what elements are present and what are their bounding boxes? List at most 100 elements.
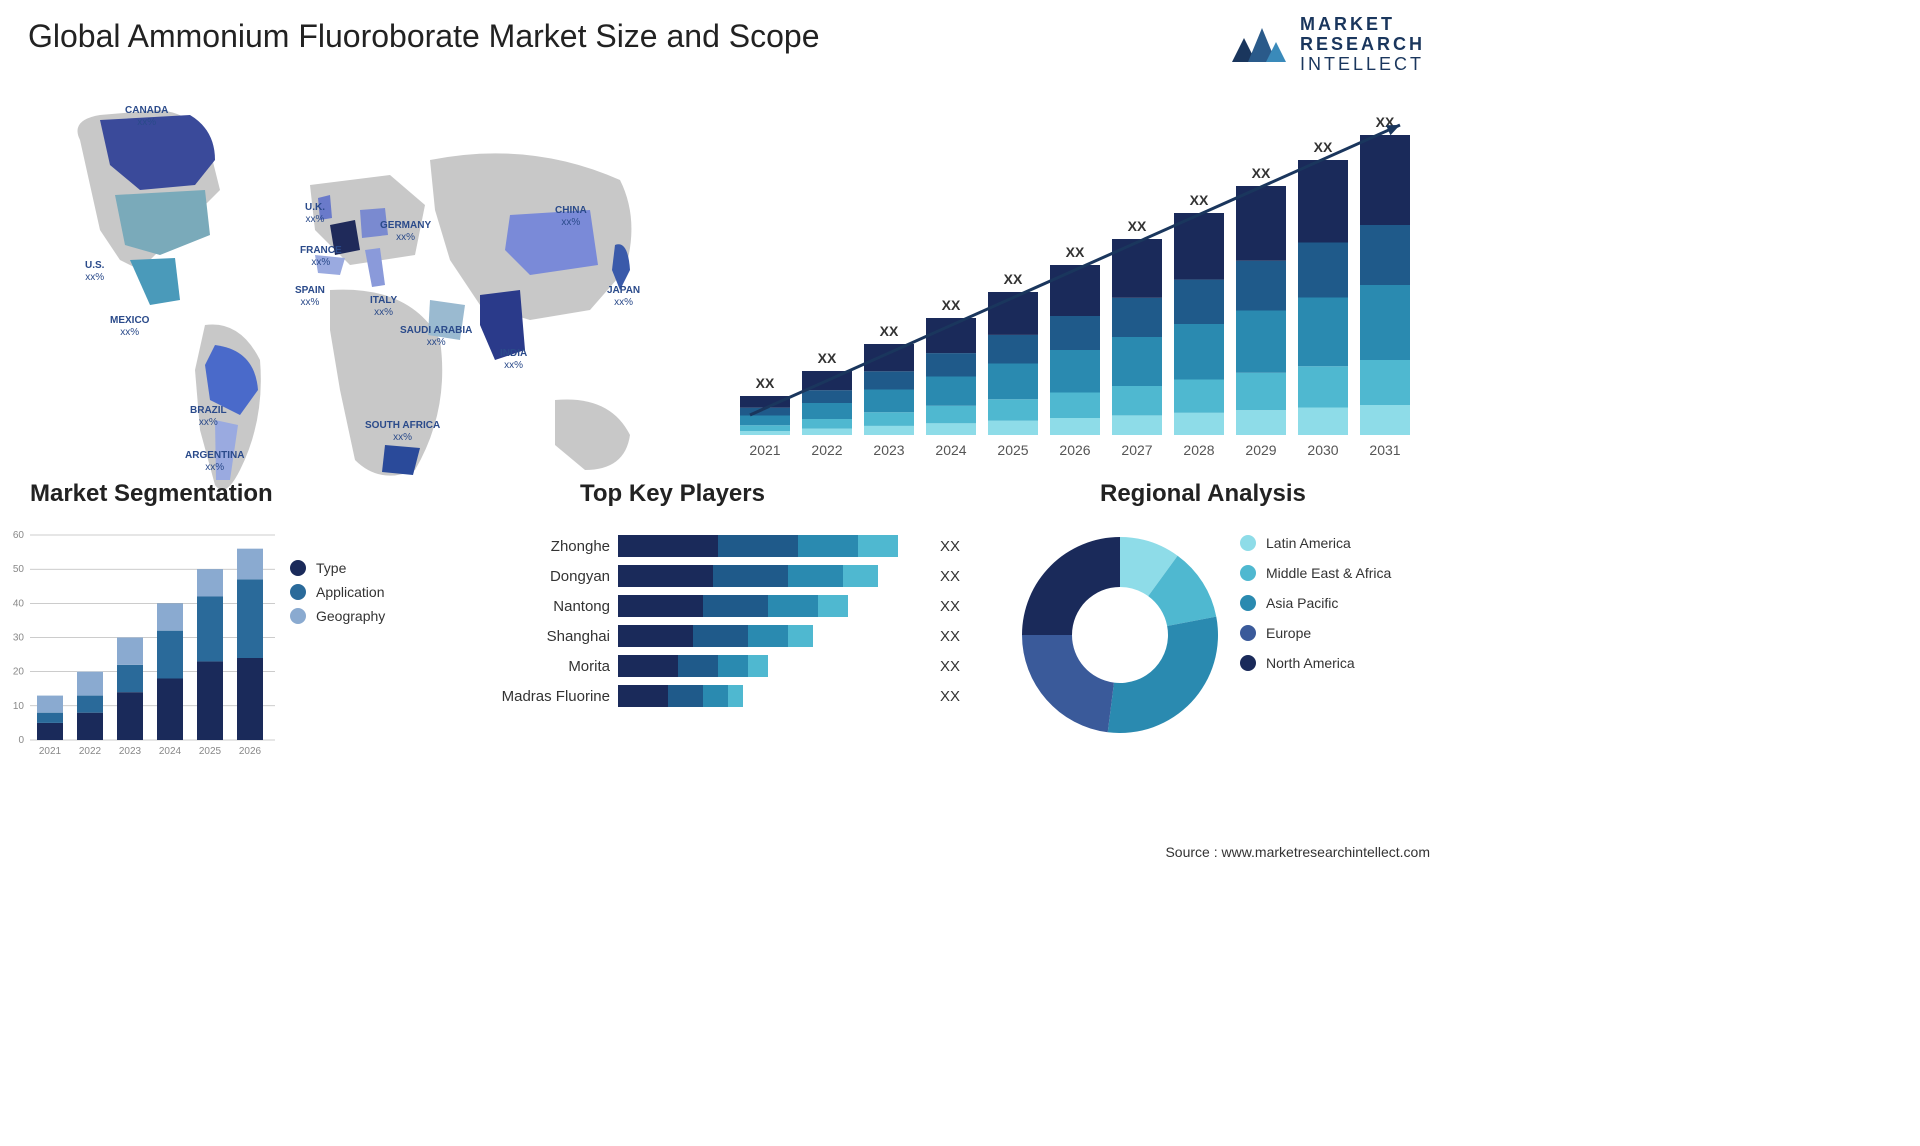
regional-legend-item: North America (1240, 655, 1391, 671)
growth-bar-seg (988, 399, 1038, 420)
legend-dot (1240, 595, 1256, 611)
seg-year: 2025 (199, 746, 222, 757)
seg-legend-item: Application (290, 584, 385, 600)
regional-donut (1010, 525, 1230, 745)
seg-bar (77, 672, 103, 696)
player-bar-seg (748, 655, 768, 677)
growth-bar-seg (1360, 135, 1410, 225)
growth-year-label: 2026 (1059, 442, 1090, 458)
player-value: XX (940, 598, 980, 615)
growth-bar-seg (926, 353, 976, 376)
map-label-india: INDIAxx% (500, 348, 527, 372)
seg-ytick: 60 (13, 530, 25, 541)
map-label-canada: CANADAxx% (125, 105, 168, 129)
growth-bar-seg (926, 423, 976, 435)
legend-dot (1240, 625, 1256, 641)
growth-bar-seg (988, 335, 1038, 364)
regional-legend-item: Asia Pacific (1240, 595, 1391, 611)
seg-year: 2026 (239, 746, 262, 757)
growth-year-label: 2023 (873, 442, 904, 458)
map-svg (30, 90, 650, 510)
players-rows: Zhonghe XX Dongyan XX Nantong XX Shangha… (480, 535, 980, 715)
seg-ytick: 40 (13, 598, 25, 609)
map-label-uk: U.K.xx% (305, 202, 325, 226)
player-name: Morita (480, 658, 610, 675)
seg-legend-item: Type (290, 560, 385, 576)
growth-bar-seg (802, 419, 852, 429)
growth-bar-seg (802, 429, 852, 435)
regional-legend: Latin AmericaMiddle East & AfricaAsia Pa… (1240, 535, 1391, 685)
logo: MARKET RESEARCH INTELLECT (1230, 15, 1425, 74)
player-name: Dongyan (480, 568, 610, 585)
player-value: XX (940, 538, 980, 555)
player-bar-seg (703, 685, 728, 707)
player-bar-seg (798, 535, 858, 557)
regional-legend-item: Latin America (1240, 535, 1391, 551)
growth-bar-seg (1112, 337, 1162, 386)
player-bar-seg (788, 565, 843, 587)
player-bar-seg (748, 625, 788, 647)
map-label-france: FRANCExx% (300, 245, 342, 269)
legend-label: North America (1266, 655, 1355, 671)
legend-label: Europe (1266, 625, 1311, 641)
growth-bar-seg (1112, 415, 1162, 435)
growth-bar-seg (864, 371, 914, 389)
growth-bar-seg (864, 412, 914, 426)
key-players-section: Top Key Players Zhonghe XX Dongyan XX Na… (480, 480, 980, 780)
seg-ytick: 30 (13, 633, 25, 644)
map-label-italy: ITALYxx% (370, 295, 397, 319)
growth-bar-seg (1050, 393, 1100, 419)
legend-label: Latin America (1266, 535, 1351, 551)
seg-year: 2022 (79, 746, 102, 757)
growth-bar-seg (1174, 324, 1224, 380)
legend-label: Geography (316, 608, 385, 624)
growth-bar-seg (1050, 265, 1100, 316)
growth-bar-seg (740, 425, 790, 431)
growth-bar-seg (1360, 360, 1410, 405)
player-value: XX (940, 658, 980, 675)
map-label-saudiarabia: SAUDI ARABIAxx% (400, 325, 472, 349)
growth-bar-label: XX (1004, 271, 1023, 287)
growth-bar-seg (1360, 405, 1410, 435)
logo-text: MARKET RESEARCH INTELLECT (1300, 15, 1425, 74)
growth-bar-seg (740, 431, 790, 435)
seg-year: 2021 (39, 746, 62, 757)
growth-year-label: 2027 (1121, 442, 1152, 458)
growth-bar-seg (802, 403, 852, 419)
growth-bar-label: XX (818, 350, 837, 366)
player-value: XX (940, 688, 980, 705)
player-bar-seg (693, 625, 748, 647)
growth-bar-seg (1360, 285, 1410, 360)
growth-bar-seg (1050, 418, 1100, 435)
seg-bar (237, 658, 263, 740)
player-bar-seg (618, 535, 718, 557)
growth-year-label: 2029 (1245, 442, 1276, 458)
segmentation-legend: Type Application Geography (290, 560, 385, 632)
growth-bar-seg (1298, 243, 1348, 298)
growth-year-label: 2028 (1183, 442, 1214, 458)
growth-bar-seg (1298, 298, 1348, 367)
seg-bar (237, 579, 263, 658)
growth-bar-seg (802, 390, 852, 403)
regional-section: Regional Analysis Latin AmericaMiddle Ea… (1000, 480, 1440, 780)
growth-bar-label: XX (1314, 139, 1333, 155)
growth-bar-seg (1174, 380, 1224, 413)
growth-bar-label: XX (1066, 244, 1085, 260)
segmentation-section: Market Segmentation 01020304050602021202… (0, 480, 420, 780)
growth-bar-label: XX (1128, 218, 1147, 234)
growth-year-label: 2024 (935, 442, 966, 458)
growth-bar-seg (926, 406, 976, 424)
player-bar-seg (678, 655, 718, 677)
player-name: Zhonghe (480, 538, 610, 555)
legend-dot (1240, 655, 1256, 671)
player-value: XX (940, 628, 980, 645)
player-bar-seg (728, 685, 743, 707)
world-map: CANADAxx%U.S.xx%MEXICOxx%BRAZILxx%ARGENT… (30, 90, 650, 420)
seg-bar (37, 713, 63, 723)
player-bar (618, 625, 813, 647)
growth-bar-seg (1236, 261, 1286, 311)
seg-bar (77, 713, 103, 740)
legend-dot (290, 608, 306, 624)
map-label-mexico: MEXICOxx% (110, 315, 149, 339)
player-bar-seg (818, 595, 848, 617)
